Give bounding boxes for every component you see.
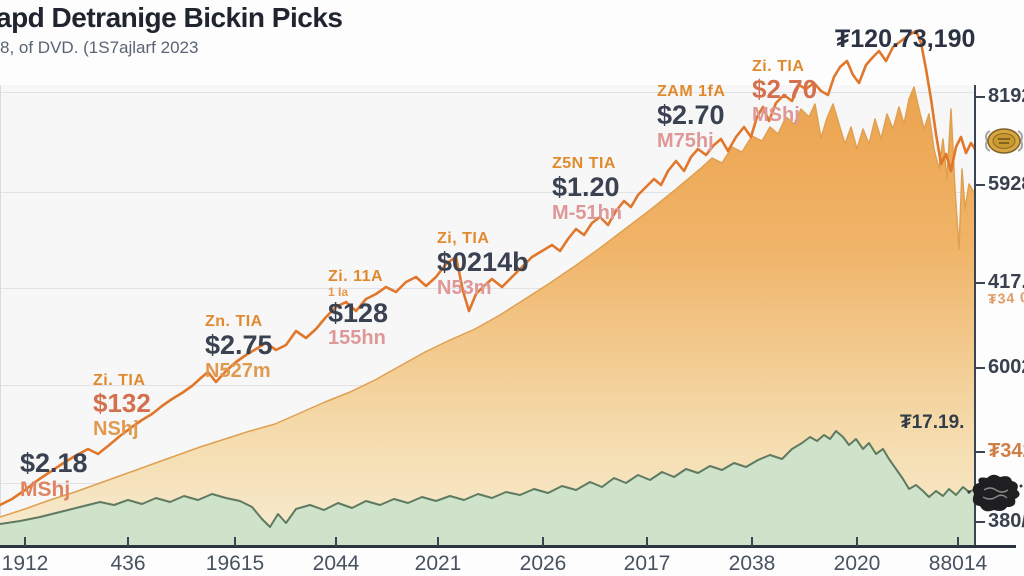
y-axis-label: 60029 (988, 356, 1024, 378)
data-label: $2.70 (752, 73, 818, 104)
chart-subtitle: 8, of DVD. (1S7ajlarf 2023 (0, 38, 199, 57)
y-axis-label: 59280 (988, 173, 1024, 195)
y-axis-tick (975, 451, 985, 453)
data-label: ZAM 1fA (657, 83, 726, 100)
data-label: M-51hn (552, 201, 622, 224)
x-axis-tick (335, 537, 337, 546)
y-axis-label: 81928 (988, 85, 1024, 107)
x-axis-label: 436 (110, 552, 146, 575)
x-axis-label: 19615 (205, 552, 265, 575)
data-label: MShj (752, 103, 800, 126)
data-label: $2.75 (205, 329, 273, 360)
data-label: $1.20 (552, 171, 620, 202)
data-label: ₮120.73,190 (835, 25, 976, 53)
data-label: Zi. 11A (328, 268, 384, 285)
data-label: NShj (93, 417, 139, 440)
x-axis-tick (24, 537, 26, 546)
gold-medal-icon (985, 128, 1023, 154)
x-axis-tick (957, 537, 959, 546)
data-label: Zn. TIA (205, 313, 263, 330)
data-label: $0214b (437, 246, 529, 277)
x-axis-tick (646, 537, 648, 546)
x-axis-tick (856, 537, 858, 546)
data-label: $2.70 (657, 99, 725, 130)
x-axis-label: 2017 (623, 552, 671, 575)
data-label: 155hn (328, 327, 386, 350)
x-axis-label: 2021 (414, 552, 462, 575)
data-label: ₮17.19. (900, 412, 965, 433)
x-axis-label: 88014 (928, 552, 988, 575)
x-axis-label: 2020 (833, 552, 881, 575)
y-axis-tick (975, 521, 985, 523)
y-axis-tick (975, 96, 985, 98)
chart-title: apd Detranige Bickin Picks (0, 2, 343, 33)
x-axis-tick (751, 537, 753, 546)
data-label-group: $2.18 MShj (20, 449, 88, 502)
data-label-group: Zi. TIA $132 NShj (93, 372, 151, 441)
y-axis-label: 417.84 (988, 271, 1024, 293)
x-axis-tick (234, 537, 236, 546)
data-label-group: Zi. TIA $2.70 MShj (752, 58, 818, 127)
data-label-group: ₮120.73,190 (835, 26, 975, 53)
data-label-group: ZAM 1fA $2.70 M75hj (657, 83, 726, 153)
data-label: 1 Ia (328, 284, 349, 299)
data-label-group: ₮17.19. (900, 412, 965, 433)
plot-area (0, 85, 976, 547)
y-axis-tick (975, 282, 985, 284)
data-label-group: Zi. 11A 1 Ia $128 155hn (328, 268, 389, 350)
x-axis-tick (127, 537, 129, 546)
x-axis-label: 2044 (312, 552, 360, 575)
y-axis-tick (975, 367, 985, 369)
data-label: MShj (20, 477, 71, 501)
data-label: M75hj (657, 129, 714, 152)
bottom-axis-line (0, 545, 1016, 548)
data-label-group: Zi, TIA $0214b N53m (437, 230, 529, 300)
data-label-group: Zn. TIA $2.75 N527m (205, 313, 273, 383)
gridline (1, 92, 976, 93)
y-axis-label: 380/4 (988, 510, 1024, 532)
right-axis-line (974, 85, 976, 547)
data-label: $2.18 (20, 448, 88, 478)
y-axis-tick (975, 184, 985, 186)
data-label: $132 (93, 387, 151, 418)
data-label: Zi. TIA (93, 372, 146, 389)
data-label: N53m (437, 276, 492, 299)
x-axis-label: 2038 (728, 552, 776, 575)
data-label: Zi. TIA (752, 58, 805, 75)
data-label: Zi, TIA (437, 230, 490, 247)
y-axis-label: ₮3428 (988, 440, 1024, 462)
data-label-group: Z5N TIA $1.20 M-51hn (552, 155, 622, 225)
gridline (1, 192, 976, 193)
x-axis-tick (542, 537, 544, 546)
dark-coin-icon (967, 474, 1023, 512)
data-label: Z5N TIA (552, 155, 616, 172)
x-axis-label: 2026 (519, 552, 567, 575)
y-axis-label: ₮34 0 (987, 288, 1024, 308)
right-y-axis: 81928 59280 417.84₮34 0 60029 ₮3428 380/4 (975, 0, 1024, 576)
x-axis-label: 1912 (1, 552, 49, 575)
x-axis-tick (437, 537, 439, 546)
data-label: $128 (328, 297, 389, 328)
data-label: N527m (205, 359, 271, 382)
gridline (1, 483, 976, 484)
